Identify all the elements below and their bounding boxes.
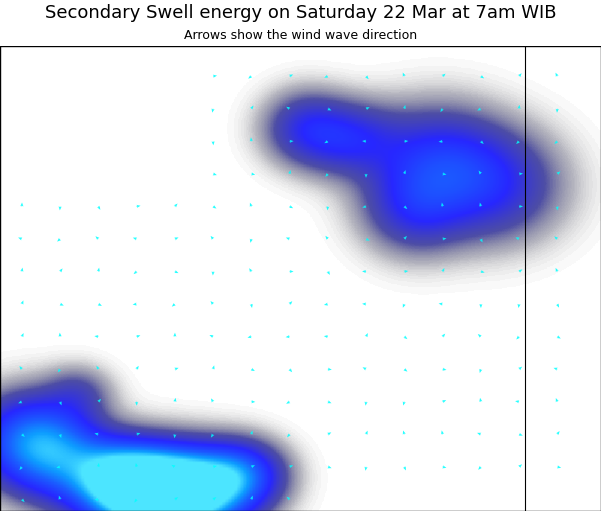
Text: Arrows show the wind wave direction: Arrows show the wind wave direction xyxy=(184,29,417,42)
Text: Secondary Swell energy on Saturday 22 Mar at 7am WIB: Secondary Swell energy on Saturday 22 Ma… xyxy=(44,4,557,22)
